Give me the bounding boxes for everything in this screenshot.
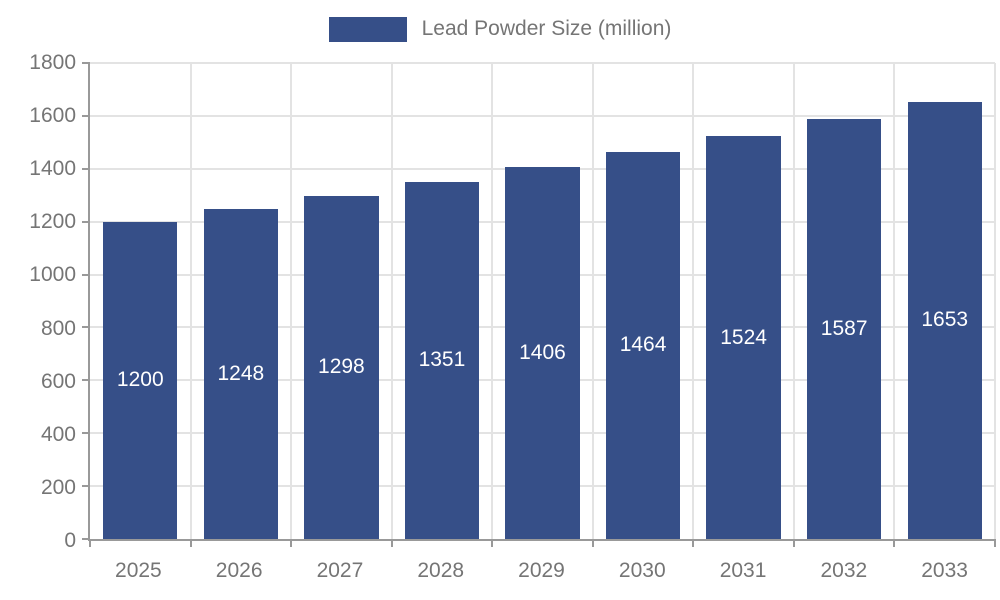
x-axis-labels: 2025 2026 2027 2028 2029 2030 2031 2032 2033 (88, 543, 995, 588)
legend-swatch (328, 16, 407, 42)
x-axis-tick-mark (893, 539, 896, 547)
bar[interactable]: 1653 (907, 101, 982, 539)
y-axis-tick-mark (82, 379, 90, 382)
bar-value-label: 1587 (820, 317, 868, 341)
bar-value-label: 1200 (116, 368, 164, 392)
legend[interactable]: Lead Powder Size (million) (0, 14, 1000, 44)
bar[interactable]: 1298 (304, 195, 379, 539)
gridline-vertical (390, 63, 393, 539)
y-axis-labels: 0 200 400 600 800 1000 1200 1400 1600 1800 (0, 51, 76, 552)
y-axis-tick-label: 1400 (29, 157, 76, 181)
gridline-vertical (491, 63, 494, 539)
bar-value-label: 1464 (619, 333, 667, 357)
y-axis-tick-label: 800 (40, 316, 76, 340)
bar[interactable]: 1248 (203, 208, 279, 539)
bar[interactable]: 1524 (706, 136, 781, 539)
gridline-vertical (792, 63, 795, 539)
bar[interactable]: 1351 (404, 181, 480, 539)
y-axis-tick-mark (82, 167, 90, 170)
x-axis-tick-mark (792, 539, 795, 547)
bar-value-label: 1351 (418, 348, 466, 372)
x-axis-tick-label: 2033 (921, 559, 968, 582)
bar[interactable]: 1587 (806, 119, 882, 539)
bar-value-label: 1406 (519, 341, 566, 365)
gridline-vertical (591, 63, 594, 539)
y-axis-tick-mark (82, 114, 90, 117)
x-axis-tick-label: 2025 (115, 559, 162, 582)
y-axis-tick-label: 1200 (29, 210, 76, 234)
gridline-horizontal (90, 114, 995, 117)
x-axis-tick-label: 2032 (820, 559, 868, 582)
x-axis-tick-mark (692, 539, 695, 547)
plot-area: 1200 1248 1298 1351 1406 1464 1524 1587 1653 (82, 62, 996, 547)
x-axis-tick-label: 2030 (618, 559, 666, 582)
y-axis-tick-label: 200 (40, 475, 76, 499)
bar[interactable]: 1464 (605, 151, 681, 539)
y-axis-tick-label: 0 (64, 529, 76, 552)
y-axis-tick-label: 400 (40, 422, 76, 446)
legend-label: Lead Powder Size (million) (421, 17, 672, 40)
x-axis-tick-mark (89, 539, 91, 547)
x-axis-tick-label: 2031 (719, 559, 767, 582)
bar-value-label: 1248 (217, 361, 265, 385)
y-axis-tick-mark (82, 273, 90, 276)
bar-value-label: 1524 (720, 325, 767, 349)
y-axis-tick-label: 1600 (29, 104, 76, 128)
x-axis-tick-mark (189, 539, 192, 547)
gridline-vertical (692, 63, 695, 539)
x-axis-tick-label: 2026 (215, 559, 263, 582)
x-axis-tick-label: 2029 (518, 559, 565, 582)
x-axis-tick-mark (390, 539, 393, 547)
bar-value-label: 1298 (318, 355, 365, 379)
gridline-vertical (994, 63, 996, 539)
bar[interactable]: 1200 (103, 221, 178, 539)
x-axis-tick-label: 2028 (417, 559, 465, 582)
x-axis-tick-mark (994, 539, 996, 547)
x-axis-tick-mark (591, 539, 594, 547)
y-axis-tick-mark (82, 432, 90, 435)
y-axis-tick-label: 1000 (29, 263, 76, 287)
y-axis-tick-mark (82, 538, 90, 540)
gridline-vertical (290, 63, 293, 539)
y-axis-tick-label: 600 (40, 369, 76, 393)
y-axis-tick-label: 1800 (29, 51, 76, 74)
bar-value-label: 1653 (921, 308, 969, 332)
gridline-vertical (893, 63, 896, 539)
y-axis-tick-mark (82, 220, 90, 223)
y-axis-tick-mark (82, 485, 90, 488)
y-axis-tick-mark (82, 62, 90, 64)
y-axis-tick-mark (82, 326, 90, 329)
x-axis-tick-label: 2027 (316, 559, 364, 582)
x-axis-tick-mark (491, 539, 494, 547)
gridline-horizontal (90, 62, 995, 64)
x-axis-tick-mark (290, 539, 293, 547)
bar[interactable]: 1406 (505, 167, 580, 539)
gridline-vertical (189, 63, 192, 539)
